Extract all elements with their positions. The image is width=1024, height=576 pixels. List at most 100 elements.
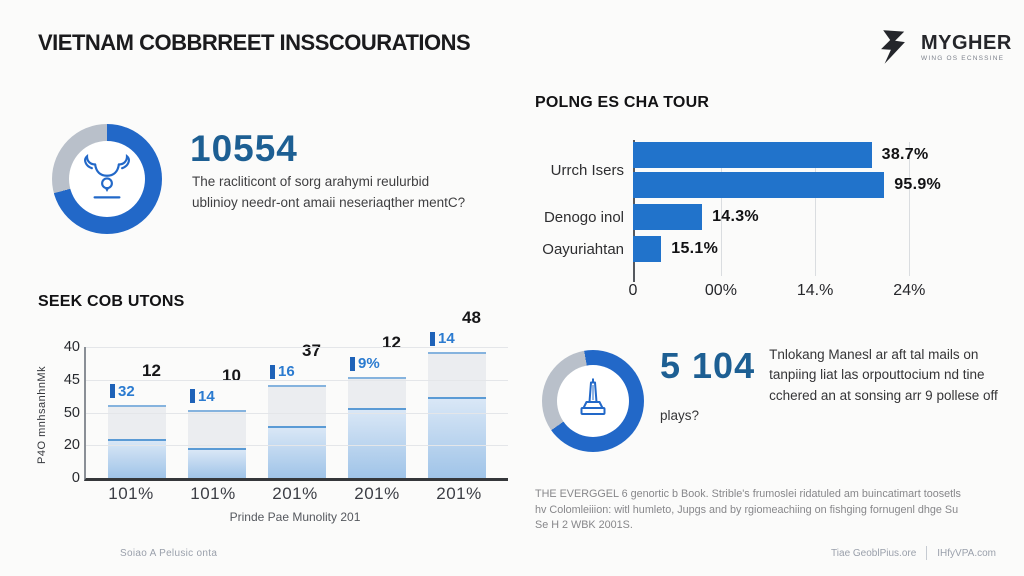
bar-segment-gray [348, 377, 406, 410]
hbar-line: 38.7% [633, 142, 947, 168]
bar-group: 48 14 [428, 308, 486, 478]
x-axis-tick-labels: 101% 101% 201% 201% 201% [84, 484, 506, 504]
gridline [86, 412, 508, 414]
hbar[interactable] [633, 204, 703, 230]
hbar-row: Urrch Isers 38.7% 95.9% [535, 142, 947, 198]
hbar-tick-labels: 0 00% 14.% 24% [629, 282, 947, 302]
donut-chart-right [542, 350, 644, 452]
bar-segment-blue [428, 399, 486, 478]
footnote-text: THE EVERGGEL 6 genortic b Book. Strible'… [535, 488, 961, 532]
hbar-line: 14.3% [633, 204, 947, 230]
annotation-marker-icon [190, 389, 195, 404]
bar-annotation-blue: 16 [270, 363, 295, 380]
stacked-bar[interactable] [348, 377, 406, 478]
y-tick-label: 0 [71, 470, 80, 486]
monument-icon [580, 378, 606, 415]
bar-annotation-blue: 14 [430, 330, 455, 347]
stacked-bar[interactable] [428, 352, 486, 478]
x-tick-label: 24% [893, 282, 926, 299]
bar-segment-gray [108, 404, 166, 442]
bar-annotation-blue: 14 [190, 388, 215, 405]
gridline [86, 445, 508, 447]
stat-desc-2: Tnlokang Manesl ar aft tal mails on tanp… [660, 347, 998, 423]
hbar-rows: Urrch Isers 38.7% 95.9% Denogo inol 14.3% Oay… [535, 142, 947, 262]
x-tick-label: 101% [190, 484, 236, 503]
gridline [720, 142, 722, 276]
x-tick-label: 00% [704, 282, 737, 299]
annotation-marker-icon [270, 364, 275, 379]
bar-group: 12 9% [348, 333, 406, 478]
bar-annotation-black: 10 [222, 365, 241, 385]
donut-chart-left [52, 124, 162, 234]
y-tick-label: 50 [63, 404, 80, 421]
gridline [815, 142, 817, 276]
brand-logo: MYGHER WING OS ECNSSINE [872, 26, 1012, 68]
stacked-bar[interactable] [268, 385, 326, 478]
stacked-bar[interactable] [108, 404, 166, 478]
hbar-row-label: Urrch Isers [550, 161, 624, 179]
footer-link-2[interactable]: IHfyVPA.com [937, 547, 996, 559]
bar-segment-gray [268, 385, 326, 429]
hbar-value-label: 38.7% [881, 146, 929, 163]
hbar-row-label: Denogo inol [543, 208, 624, 226]
y-tick-label: 20 [63, 437, 80, 454]
footer-links: Tiae GeoblPius.ore IHfyVPA.com [831, 546, 996, 560]
section-heading-left: SEEK COB UTONS [38, 293, 185, 310]
x-tick-label: 201% [354, 484, 400, 503]
logo-text: MYGHER WING OS ECNSSINE [921, 33, 1012, 62]
y-axis-label: P4O mnhsanhnMk [36, 365, 48, 465]
stat-desc-1-line2: ublinioy needr-ont amaii neseriaqther me… [192, 194, 466, 210]
stat-desc-1: The racliticont of sorg arahymi reulurbi… [192, 172, 465, 214]
stat-desc-1-line1: The racliticont of sorg arahymi reulurbi… [192, 174, 430, 189]
section-heading-right: POLNG ES CHA TOUR [535, 94, 710, 111]
hbar-value-label: 95.9% [894, 176, 942, 193]
bar-annotation-black: 37 [302, 341, 321, 360]
stacked-bar[interactable] [188, 409, 246, 478]
x-axis-title: Prinde Pae Munolity 201 [229, 510, 361, 524]
bar-group: 12 32 [108, 347, 166, 478]
bar-chart-plot-area: 12 32 10 14 37 16 12 9% 48 14 40 45 50 20 0 [64, 308, 508, 486]
bar-annotation-black: 48 [462, 308, 481, 328]
bar-annotation-blue: 9% [350, 355, 380, 372]
hbar-lines: 14.3% [633, 204, 947, 230]
annotation-marker-icon [350, 356, 355, 371]
bar-segment-gray [188, 409, 246, 451]
hbar-row-label: Oayuriahtan [542, 240, 624, 258]
footer-divider [926, 546, 928, 560]
logo-name: MYGHER [921, 31, 1012, 54]
bar-annotation-black: 12 [142, 360, 161, 380]
stat-value-1: 10554 [190, 128, 298, 169]
donut-left-hole [69, 141, 145, 217]
hbar[interactable] [633, 236, 662, 262]
bar-segment-blue [348, 409, 406, 478]
horizontal-bar-chart: Urrch Isers 38.7% 95.9% Denogo inol 14.3% Oay… [535, 140, 947, 307]
bar-annotation-blue: 32 [110, 383, 135, 400]
hbar[interactable] [633, 172, 885, 198]
gridline [909, 142, 911, 276]
gridline [86, 347, 508, 348]
hbar-row: Denogo inol 14.3% [535, 204, 947, 230]
hbar-value-label: 15.1% [671, 240, 719, 257]
x-tick-label: 201% [436, 484, 482, 503]
hbar-lines: 38.7% 95.9% [633, 142, 947, 198]
vertical-bar-chart: P4O mnhsanhnMk 12 32 10 14 37 16 12 9% 48 14 40 45… [36, 308, 508, 537]
hbar-lines: 15.1% [633, 236, 947, 262]
bar-groups: 12 32 10 14 37 16 12 9% 48 14 [86, 308, 508, 478]
x-tick-label: 14.% [796, 282, 834, 299]
page-title: VIETNAM COBBRREET INSSCOURATIONS [38, 30, 471, 55]
logo-tagline: WING OS ECNSSINE [921, 54, 1005, 62]
annotation-marker-icon [430, 331, 435, 346]
buffalo-pin-icon [84, 153, 130, 199]
bar-segment-blue [188, 450, 246, 478]
hbar-row: Oayuriahtan 15.1% [535, 236, 947, 262]
hbar-value-label: 14.3% [712, 208, 759, 225]
hbar[interactable] [633, 142, 872, 168]
footer-link-1[interactable]: Tiae GeoblPius.ore [831, 547, 917, 559]
bar-segment-blue [108, 441, 166, 478]
logo-b-mark-icon [881, 30, 905, 64]
hbar-line: 95.9% [633, 172, 947, 198]
bar-segment-gray [428, 352, 486, 400]
x-tick-label: 201% [272, 484, 318, 503]
x-tick-label: 0 [628, 282, 638, 299]
